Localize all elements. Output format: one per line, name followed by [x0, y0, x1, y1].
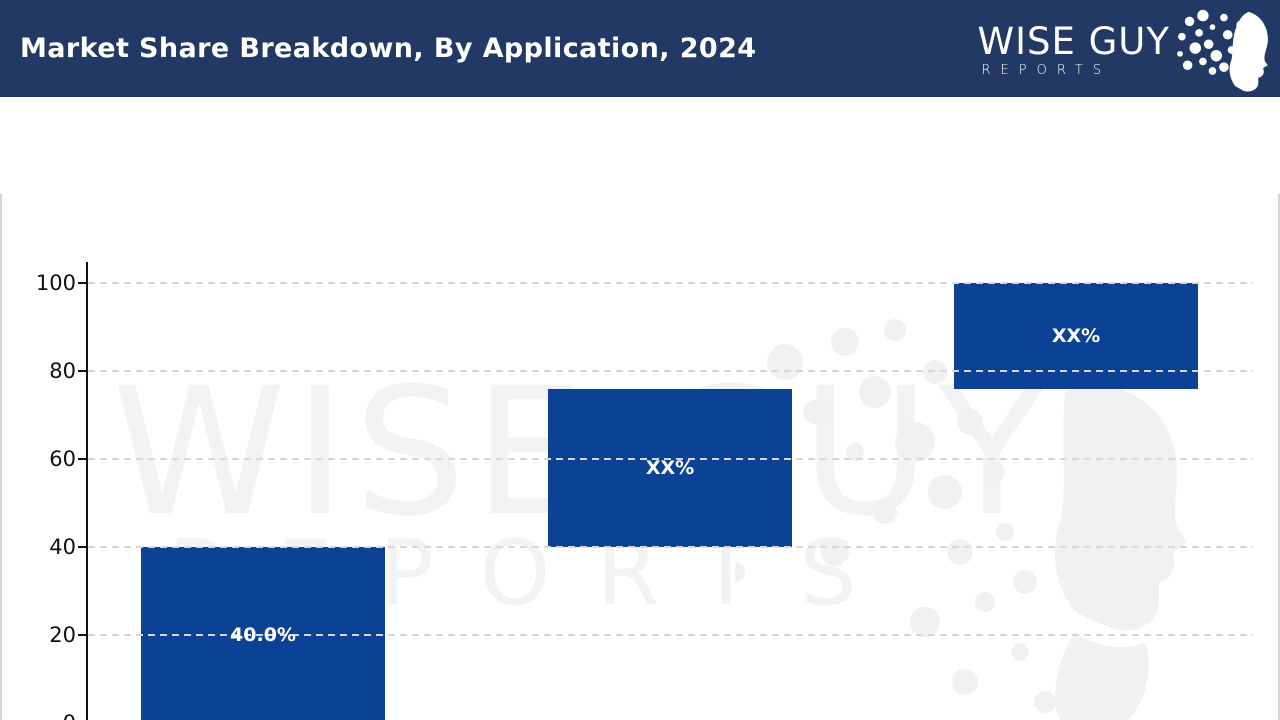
- bar-value-label-industrial-machinery: XX%: [645, 456, 695, 479]
- y-tick: [78, 282, 86, 284]
- gridline-100: [88, 282, 1253, 284]
- page-title: Market Share Breakdown, By Application, …: [20, 33, 757, 64]
- card-border-right: [1278, 194, 1280, 720]
- wise-guy-logo: WISE GUY REPORTS: [978, 8, 1270, 92]
- gridline-80: [88, 370, 1253, 372]
- y-tick: [78, 634, 86, 636]
- gridline-40: [88, 546, 1253, 548]
- y-tick-label: 80: [49, 359, 76, 383]
- chart-area: WISE GUY REPORTS: [0, 97, 1280, 720]
- y-tick-label: 0: [16, 711, 76, 720]
- y-tick: [78, 458, 86, 460]
- gridline-60: [88, 458, 1253, 460]
- y-tick-label: 20: [49, 623, 76, 647]
- y-tick-label: 40: [49, 535, 76, 559]
- logo-face-icon: [1177, 9, 1268, 92]
- y-tick-label: 60: [49, 447, 76, 471]
- plot: 02040608010040.0%XX%XX%AutomotiveIndustr…: [0, 97, 1280, 720]
- bar-automotive: [141, 547, 385, 720]
- y-axis-spine: [86, 262, 88, 720]
- bar-industrial-machinery: [548, 388, 792, 547]
- y-tick-label: 100: [35, 271, 76, 295]
- logo-text: WISE GUY REPORTS: [978, 23, 1170, 78]
- y-tick: [78, 546, 86, 548]
- header-bar: Market Share Breakdown, By Application, …: [0, 0, 1280, 97]
- y-tick: [78, 370, 86, 372]
- bar-value-label-aerospace: XX%: [1051, 324, 1101, 347]
- gridline-20: [88, 634, 1253, 636]
- card-border-left: [0, 194, 2, 720]
- bar-value-label-automotive: 40.0%: [230, 624, 296, 646]
- logo-wordmark: WISE GUY: [977, 19, 1170, 63]
- logo-subtitle: REPORTS: [981, 62, 1112, 78]
